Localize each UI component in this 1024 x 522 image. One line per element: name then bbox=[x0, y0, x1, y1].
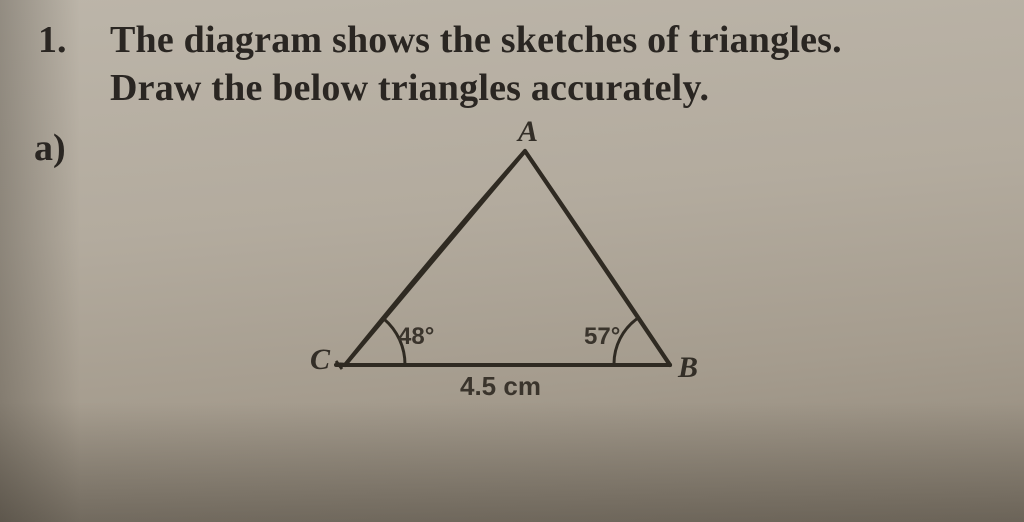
base-label: 4.5 cm bbox=[460, 371, 541, 402]
question-part-label: a) bbox=[34, 126, 66, 170]
question-text-line2: Draw the below triangles accurately. bbox=[110, 66, 709, 110]
vertex-label-C: C bbox=[310, 343, 330, 377]
page: 1. The diagram shows the sketches of tri… bbox=[0, 0, 1024, 522]
vertex-label-B: B bbox=[678, 351, 698, 385]
page-shadow-left bbox=[0, 0, 80, 522]
triangle-side-CA bbox=[345, 151, 525, 365]
angle-label-B: 57° bbox=[584, 323, 620, 351]
question-text-line1: The diagram shows the sketches of triang… bbox=[110, 18, 842, 62]
triangle-figure: A B C 48° 57° 4.5 cm bbox=[300, 145, 750, 465]
angle-label-C: 48° bbox=[398, 323, 434, 351]
question-number: 1. bbox=[38, 18, 67, 62]
vertex-label-A: A bbox=[518, 115, 538, 149]
triangle-svg bbox=[300, 145, 750, 465]
